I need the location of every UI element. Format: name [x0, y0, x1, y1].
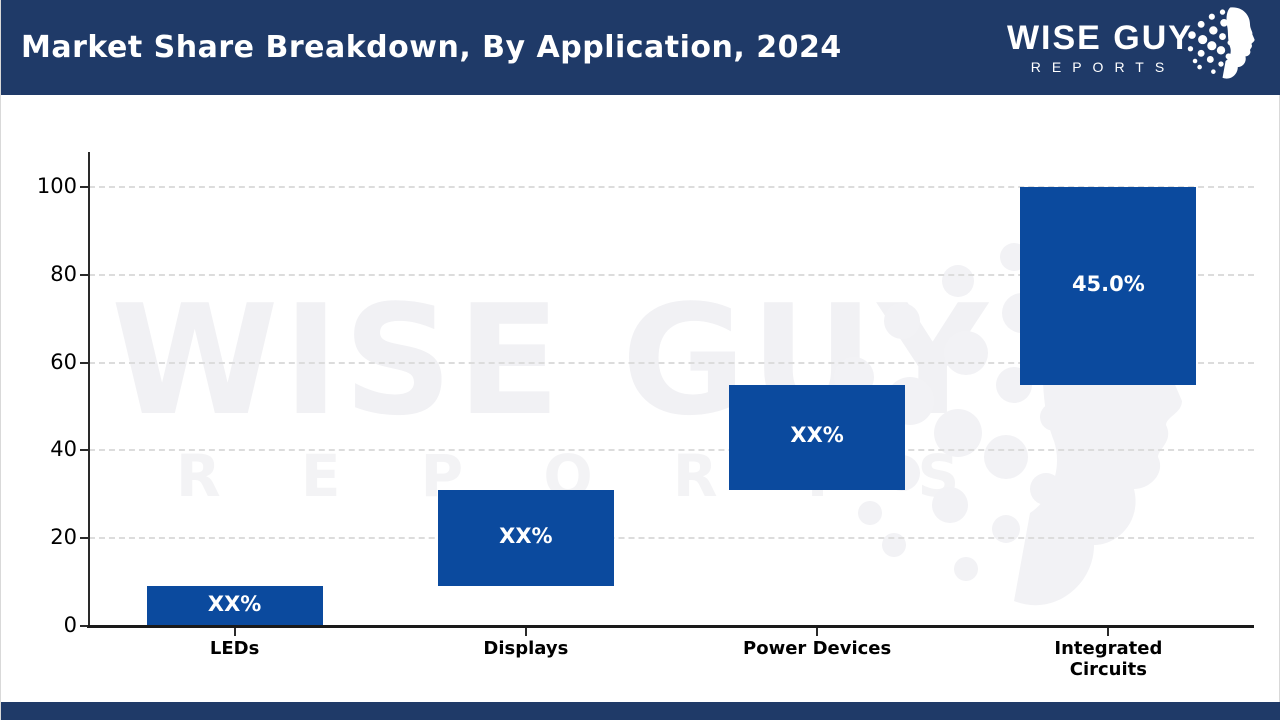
- bar-value-label: XX%: [499, 524, 553, 549]
- x-category-label-line: Power Devices: [743, 638, 892, 659]
- y-tick-mark: [80, 449, 88, 452]
- x-category-label-line: Circuits: [1069, 659, 1147, 681]
- y-tick-label: 0: [63, 613, 77, 637]
- x-category-label: Displays: [416, 638, 636, 659]
- brand-subtitle: REPORTS: [1030, 59, 1176, 75]
- gridline: [89, 186, 1254, 188]
- gridline: [89, 361, 1254, 364]
- brand-logo: WISE GUY REPORTS: [1007, 0, 1263, 95]
- gridline: [89, 449, 1254, 452]
- x-tick-mark: [816, 628, 819, 636]
- x-category-label-line: Displays: [483, 638, 569, 659]
- bar-leds: [146, 586, 323, 626]
- page-title: Market Share Breakdown, By Application, …: [21, 30, 842, 65]
- y-axis-line: [88, 152, 90, 628]
- y-tick-mark: [80, 537, 88, 540]
- dotted-head-icon: [1187, 6, 1255, 79]
- y-tick-label: 100: [36, 174, 77, 198]
- x-category-label-line: Integrated: [1054, 638, 1163, 659]
- x-tick-mark: [524, 628, 527, 636]
- y-tick-label: 40: [50, 437, 77, 462]
- bar-value-label: XX%: [790, 423, 844, 448]
- header-bar: Market Share Breakdown, By Application, …: [1, 0, 1280, 95]
- y-tick-label: 60: [50, 349, 77, 374]
- x-category-label-line: LEDs: [209, 638, 260, 659]
- brand-name: WISE GUY: [1006, 19, 1193, 57]
- footer-bar: [1, 702, 1280, 720]
- brand-logo-text: WISE GUY REPORTS: [1007, 21, 1193, 74]
- x-axis-line: [87, 625, 1254, 628]
- y-tick-label: 20: [50, 525, 77, 550]
- y-tick-mark: [80, 186, 88, 188]
- y-tick-mark: [80, 625, 88, 627]
- x-category-label: LEDs: [125, 638, 345, 659]
- bar-power-devices: [729, 384, 906, 490]
- y-tick-mark: [80, 273, 88, 276]
- y-tick-mark: [80, 361, 88, 364]
- gridline: [89, 537, 1254, 540]
- x-tick-mark: [1107, 628, 1110, 636]
- bar-integrated-circuits: [1020, 187, 1197, 385]
- x-tick-mark: [233, 628, 236, 636]
- gridline: [89, 273, 1254, 276]
- bar-value-label: 45.0%: [1071, 271, 1145, 296]
- x-category-label: Power Devices: [707, 638, 927, 659]
- x-category-label: Integrated Circuits: [998, 638, 1218, 680]
- y-tick-label: 80: [50, 261, 77, 286]
- bar-value-label: XX%: [207, 592, 262, 617]
- bar-displays: [437, 489, 614, 587]
